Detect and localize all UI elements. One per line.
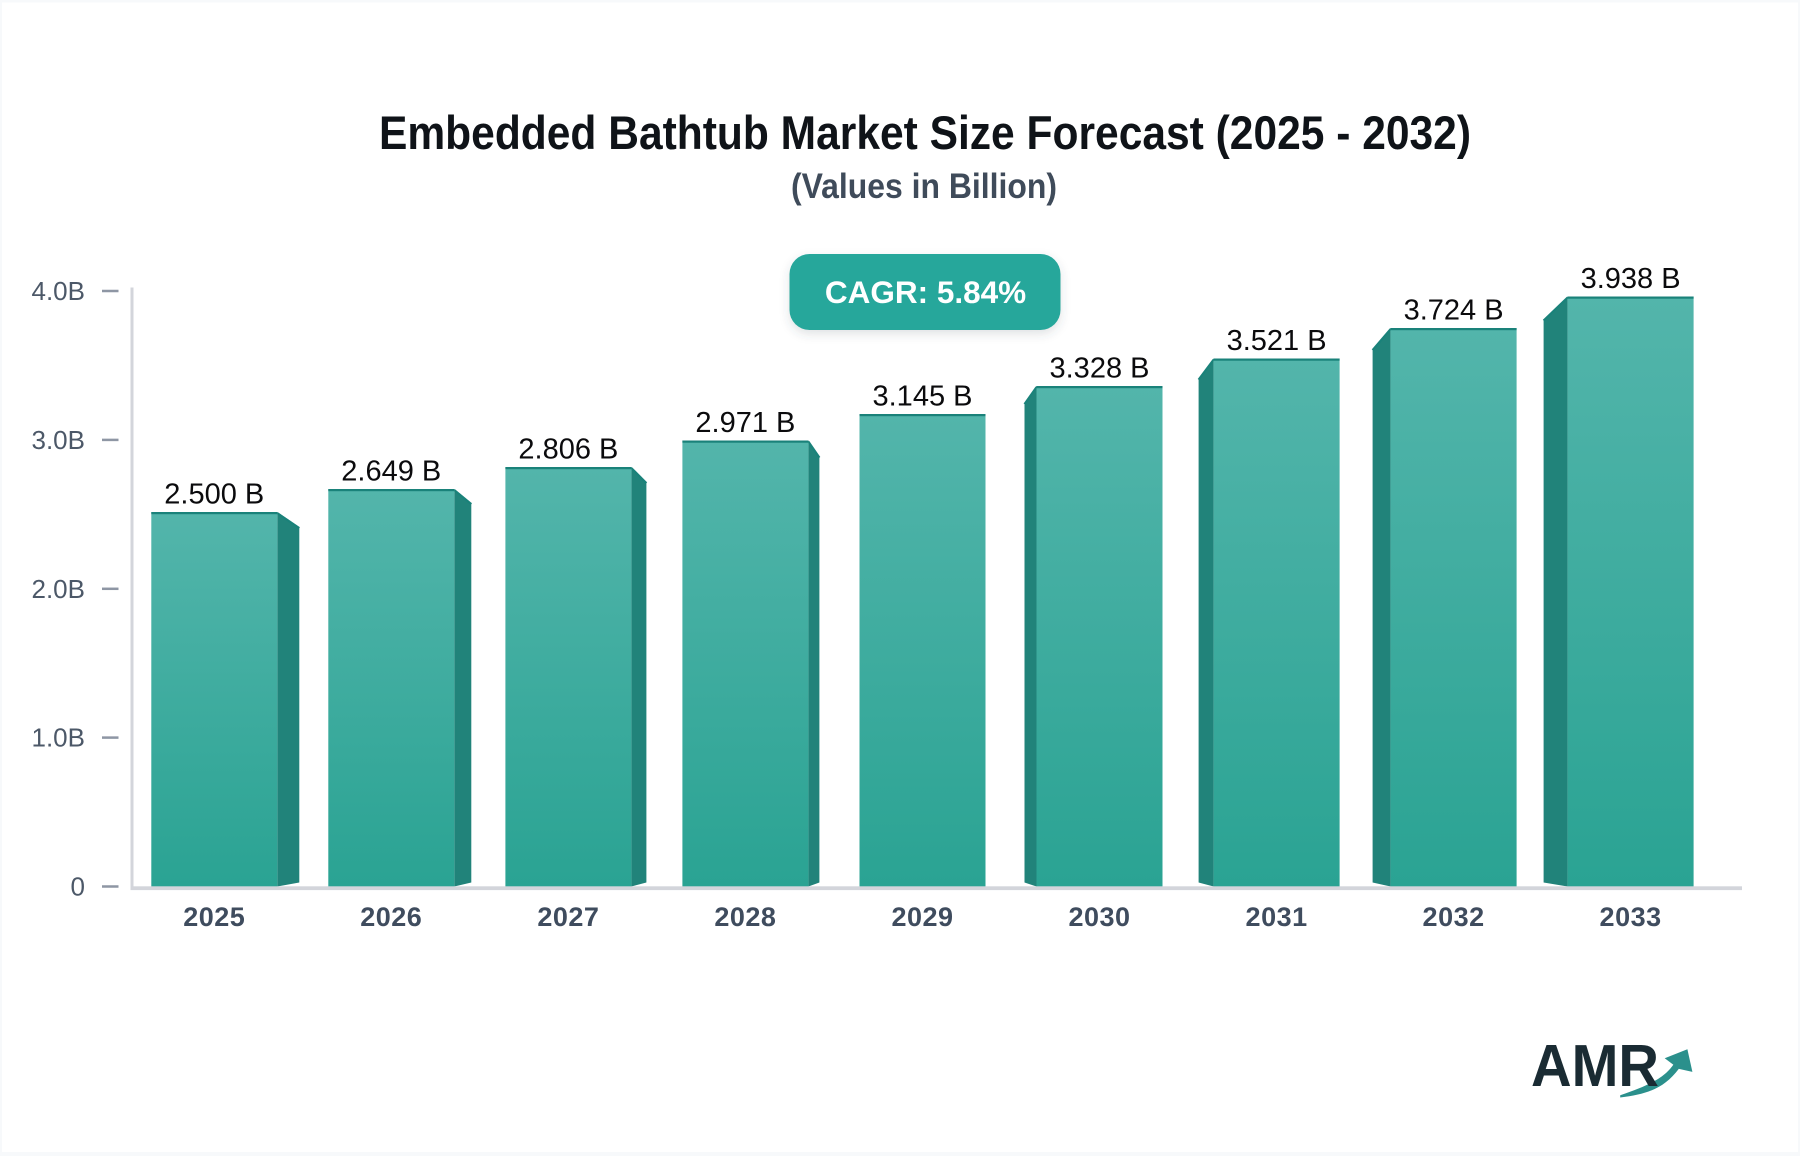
svg-text:(Values in Billion): (Values in Billion) [791,167,1057,206]
svg-text:AMR: AMR [1531,1033,1659,1099]
svg-text:2.971 B: 2.971 B [695,407,795,439]
svg-text:2.806 B: 2.806 B [518,434,618,466]
svg-text:0: 0 [71,872,85,902]
svg-text:3.0B: 3.0B [32,425,86,455]
svg-text:3.328 B: 3.328 B [1050,353,1150,385]
svg-text:2026: 2026 [360,902,422,932]
svg-text:1.0B: 1.0B [32,723,86,753]
svg-text:2.649 B: 2.649 B [341,456,441,488]
svg-text:2.0B: 2.0B [32,574,86,604]
svg-text:2027: 2027 [537,902,599,932]
svg-text:2031: 2031 [1246,902,1308,932]
svg-text:3.938 B: 3.938 B [1581,263,1681,295]
svg-text:2032: 2032 [1423,902,1485,932]
svg-text:2.500 B: 2.500 B [164,479,264,511]
svg-text:2025: 2025 [183,902,245,932]
svg-text:3.145 B: 3.145 B [873,381,973,413]
svg-text:3.724 B: 3.724 B [1404,295,1504,327]
svg-text:Embedded Bathtub Market Size F: Embedded Bathtub Market Size Forecast (2… [379,106,1471,159]
svg-text:2029: 2029 [891,902,953,932]
svg-text:CAGR: 5.84%: CAGR: 5.84% [825,274,1026,310]
svg-text:2028: 2028 [714,902,776,932]
svg-text:3.521 B: 3.521 B [1227,325,1327,357]
svg-text:4.0B: 4.0B [32,276,86,306]
svg-text:2033: 2033 [1600,902,1662,932]
svg-text:2030: 2030 [1068,902,1130,932]
